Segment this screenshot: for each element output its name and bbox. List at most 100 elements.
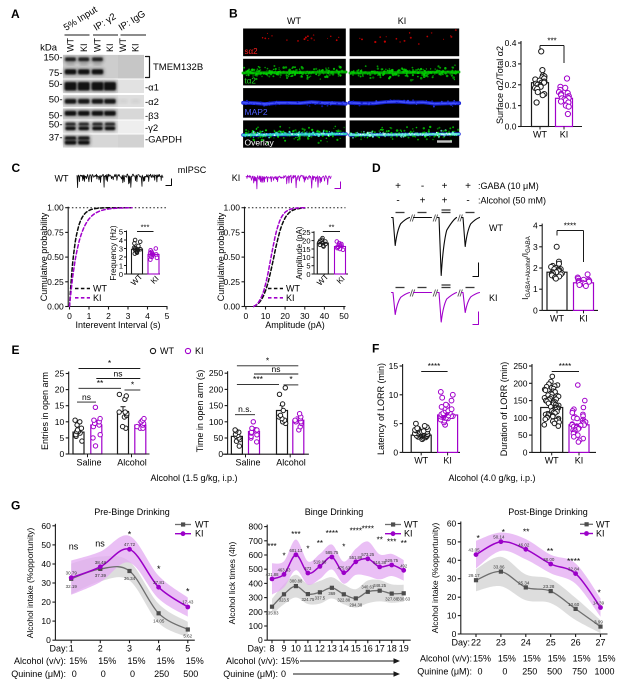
svg-text:3: 3 bbox=[533, 242, 538, 252]
svg-text:750: 750 bbox=[572, 667, 587, 677]
svg-text:0: 0 bbox=[258, 635, 263, 645]
svg-text:E: E bbox=[12, 343, 20, 357]
svg-text:0.25: 0.25 bbox=[223, 277, 240, 287]
svg-text:**: ** bbox=[377, 536, 383, 545]
svg-text:475.63: 475.63 bbox=[337, 566, 350, 571]
svg-text:**: ** bbox=[329, 223, 335, 232]
svg-text:60: 60 bbox=[41, 521, 51, 531]
svg-text:1: 1 bbox=[119, 261, 123, 270]
svg-text:*: * bbox=[502, 527, 506, 537]
svg-text:0: 0 bbox=[119, 270, 123, 279]
svg-text:551.88: 551.88 bbox=[349, 555, 362, 560]
svg-text:***: *** bbox=[291, 530, 300, 539]
svg-text:KI: KI bbox=[105, 43, 115, 52]
svg-text:+: + bbox=[442, 181, 448, 192]
svg-text:3: 3 bbox=[127, 644, 132, 654]
svg-text:0.00: 0.00 bbox=[47, 302, 64, 312]
svg-text:KI: KI bbox=[286, 293, 295, 303]
svg-text:Surface α2/Total α2: Surface α2/Total α2 bbox=[495, 46, 505, 124]
svg-text:Amplitude (pA): Amplitude (pA) bbox=[265, 320, 325, 330]
svg-text:32.84: 32.84 bbox=[568, 567, 580, 572]
svg-text:4: 4 bbox=[145, 311, 150, 321]
svg-text:150-: 150- bbox=[43, 53, 62, 64]
svg-text:38.48: 38.48 bbox=[95, 560, 107, 565]
svg-text:mIPSC: mIPSC bbox=[178, 165, 207, 175]
svg-text:1: 1 bbox=[87, 311, 92, 321]
svg-text:WT: WT bbox=[118, 38, 128, 52]
svg-text:WT: WT bbox=[66, 38, 76, 52]
svg-text:Alcohol (v/v):: Alcohol (v/v): bbox=[14, 656, 66, 666]
svg-text:KI: KI bbox=[398, 16, 407, 26]
svg-text:*: * bbox=[128, 530, 132, 540]
svg-text:30: 30 bbox=[41, 578, 51, 588]
svg-text:519.88: 519.88 bbox=[313, 559, 326, 564]
svg-text:*: * bbox=[306, 545, 309, 554]
svg-text:150: 150 bbox=[513, 396, 527, 406]
svg-text:47.72: 47.72 bbox=[124, 542, 136, 547]
svg-text:Time in open arm (s): Time in open arm (s) bbox=[195, 370, 205, 453]
svg-text:MAP2: MAP2 bbox=[245, 107, 268, 117]
svg-text:15: 15 bbox=[351, 644, 361, 654]
svg-text:30.79: 30.79 bbox=[66, 571, 78, 576]
svg-text:-: - bbox=[396, 196, 399, 207]
svg-text:24: 24 bbox=[521, 638, 531, 648]
svg-text:700: 700 bbox=[249, 536, 263, 546]
svg-text:****: **** bbox=[362, 525, 374, 534]
svg-text:KI: KI bbox=[195, 529, 204, 539]
svg-text:25: 25 bbox=[55, 369, 65, 379]
svg-text:-: - bbox=[421, 181, 424, 192]
svg-text:ns: ns bbox=[69, 542, 79, 552]
svg-text:1.00: 1.00 bbox=[47, 203, 64, 213]
svg-text:0: 0 bbox=[306, 270, 310, 279]
svg-text:***: *** bbox=[267, 542, 276, 551]
svg-text:Latency of LORR (min): Latency of LORR (min) bbox=[376, 363, 386, 455]
svg-text:37.39: 37.39 bbox=[95, 573, 107, 578]
svg-text:Day:: Day: bbox=[451, 638, 470, 648]
svg-text:200: 200 bbox=[249, 607, 263, 617]
svg-text:463.63: 463.63 bbox=[278, 567, 291, 572]
svg-text:0.50: 0.50 bbox=[47, 252, 64, 262]
svg-text:WT: WT bbox=[404, 520, 418, 530]
svg-text:250: 250 bbox=[513, 361, 527, 371]
svg-text:50-: 50- bbox=[49, 111, 63, 122]
svg-text:**: ** bbox=[401, 539, 407, 548]
svg-text:27: 27 bbox=[595, 638, 605, 648]
svg-text:KI: KI bbox=[335, 274, 347, 286]
svg-text:10: 10 bbox=[389, 390, 399, 400]
svg-text:585.75: 585.75 bbox=[325, 550, 338, 555]
svg-text:16: 16 bbox=[363, 644, 373, 654]
svg-text:500: 500 bbox=[249, 564, 263, 574]
svg-text:10: 10 bbox=[302, 253, 310, 262]
svg-text:****: **** bbox=[564, 222, 576, 231]
svg-text:Saline: Saline bbox=[235, 458, 260, 468]
svg-text:800: 800 bbox=[249, 522, 263, 532]
svg-text:WT: WT bbox=[533, 130, 547, 140]
svg-text:4: 4 bbox=[119, 236, 123, 245]
svg-text:KI: KI bbox=[131, 43, 141, 52]
svg-text:8: 8 bbox=[269, 644, 274, 654]
svg-text:*: * bbox=[597, 588, 601, 598]
svg-text::GABA (10 μM): :GABA (10 μM) bbox=[478, 181, 539, 191]
svg-text:*: * bbox=[289, 374, 293, 384]
svg-text:+: + bbox=[420, 196, 426, 207]
svg-text:-: - bbox=[466, 196, 469, 207]
svg-text:+: + bbox=[465, 181, 471, 192]
svg-text:5.62: 5.62 bbox=[183, 634, 192, 639]
svg-text:WT: WT bbox=[93, 38, 103, 52]
svg-text:***: *** bbox=[547, 37, 556, 46]
svg-text:Pre-Binge Drinking: Pre-Binge Drinking bbox=[94, 507, 170, 517]
svg-text:492: 492 bbox=[400, 563, 408, 568]
svg-text:****: **** bbox=[567, 556, 581, 566]
svg-text:****: **** bbox=[350, 527, 362, 536]
svg-text:*: * bbox=[108, 358, 112, 368]
svg-text:2: 2 bbox=[98, 644, 103, 654]
svg-text:KI: KI bbox=[149, 274, 161, 286]
svg-text:***: *** bbox=[387, 538, 396, 547]
svg-text:Alcohol (v/v):: Alcohol (v/v): bbox=[420, 654, 472, 664]
svg-text:D: D bbox=[372, 161, 381, 175]
svg-text:50: 50 bbox=[41, 540, 51, 550]
svg-text:*: * bbox=[282, 552, 285, 561]
svg-text:50: 50 bbox=[214, 433, 224, 443]
svg-text:13.60: 13.60 bbox=[568, 602, 580, 607]
svg-text:Amplitude (pA): Amplitude (pA) bbox=[295, 226, 304, 279]
